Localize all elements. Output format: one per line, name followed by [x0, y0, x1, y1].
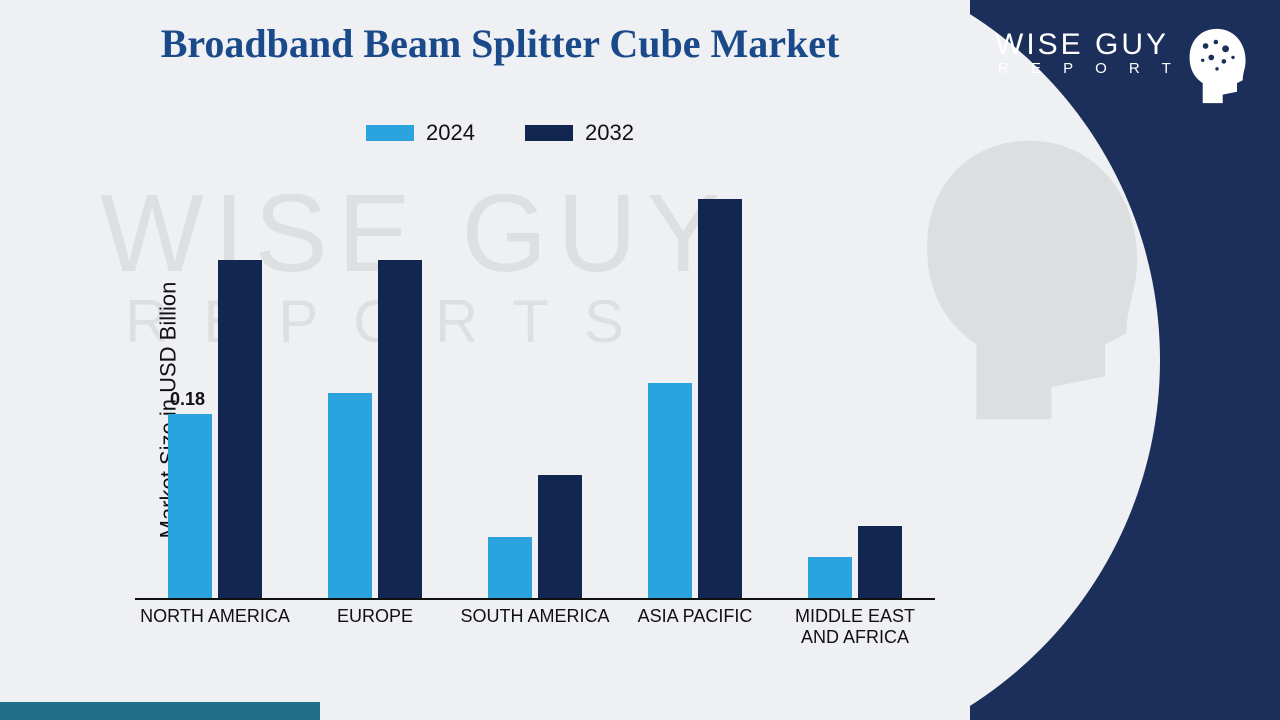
bar	[858, 526, 902, 598]
page: WISE GUY REPORTS WISE GUY R E P O R T S …	[0, 0, 1280, 720]
legend-label-2032: 2032	[585, 120, 634, 146]
category-label: EUROPE	[300, 600, 450, 627]
bar	[488, 537, 532, 598]
brand-logo: WISE GUY R E P O R T S	[995, 28, 1250, 77]
bar	[698, 199, 742, 598]
bar-group: MIDDLE EAST AND AFRICA	[808, 170, 902, 600]
value-label: 0.18	[170, 389, 205, 410]
legend-swatch-2024	[366, 125, 414, 141]
chart-title: Broadband Beam Splitter Cube Market	[50, 20, 950, 67]
bar	[538, 475, 582, 598]
category-label: MIDDLE EAST AND AFRICA	[780, 600, 930, 647]
legend-item-2024: 2024	[366, 120, 475, 146]
bar	[328, 393, 372, 598]
brand-head-icon	[1182, 26, 1252, 106]
bar	[218, 260, 262, 598]
bar-group: SOUTH AMERICA	[488, 170, 582, 600]
chart: Market Size in USD Billion 2024 2032 NOR…	[50, 120, 950, 700]
bar-group: ASIA PACIFIC	[648, 170, 742, 600]
bar-group: EUROPE	[328, 170, 422, 600]
bar	[808, 557, 852, 598]
legend: 2024 2032	[50, 120, 950, 146]
bar	[378, 260, 422, 598]
legend-item-2032: 2032	[525, 120, 634, 146]
category-label: NORTH AMERICA	[140, 600, 290, 627]
category-label: ASIA PACIFIC	[620, 600, 770, 627]
plot-area: NORTH AMERICA EUROPE SOUTH AMERICA ASIA PAC…	[135, 170, 935, 600]
legend-label-2024: 2024	[426, 120, 475, 146]
bar-group: NORTH AMERICA	[168, 170, 262, 600]
footer-accent-bar	[0, 702, 320, 720]
bar	[648, 383, 692, 598]
bar	[168, 414, 212, 598]
legend-swatch-2032	[525, 125, 573, 141]
category-label: SOUTH AMERICA	[460, 600, 610, 627]
